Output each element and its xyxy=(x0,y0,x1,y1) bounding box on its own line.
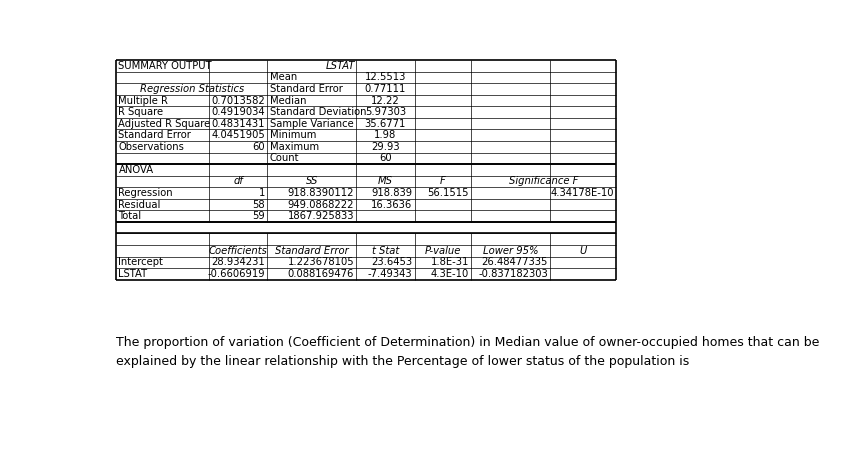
Text: The proportion of variation (Coefficient of Determination) in Median value of ow: The proportion of variation (Coefficient… xyxy=(116,336,819,349)
Text: 0.4919034: 0.4919034 xyxy=(212,107,265,117)
Text: R Square: R Square xyxy=(119,107,164,117)
Text: Coefficients: Coefficients xyxy=(209,246,268,256)
Text: Standard Error: Standard Error xyxy=(119,130,192,140)
Text: 56.1515: 56.1515 xyxy=(427,188,469,198)
Text: Lower 95%: Lower 95% xyxy=(483,246,538,256)
Text: 0.7013582: 0.7013582 xyxy=(212,95,265,106)
Text: Count: Count xyxy=(270,153,299,163)
Text: df: df xyxy=(233,176,243,186)
Text: 26.48477335: 26.48477335 xyxy=(481,257,548,267)
Text: -0.6606919: -0.6606919 xyxy=(207,269,265,279)
Text: -0.837182303: -0.837182303 xyxy=(478,269,548,279)
Text: MS: MS xyxy=(378,176,393,186)
Text: 918.839: 918.839 xyxy=(371,188,412,198)
Text: 0.77111: 0.77111 xyxy=(365,84,406,94)
Text: F: F xyxy=(440,176,446,186)
Text: 4.0451905: 4.0451905 xyxy=(212,130,265,140)
Text: 35.6771: 35.6771 xyxy=(365,119,406,129)
Text: SS: SS xyxy=(306,176,318,186)
Text: Sample Variance: Sample Variance xyxy=(270,119,354,129)
Text: 58: 58 xyxy=(252,199,265,210)
Text: 0.4831431: 0.4831431 xyxy=(212,119,265,129)
Text: 1.8E-31: 1.8E-31 xyxy=(430,257,469,267)
Text: U: U xyxy=(579,246,587,256)
Text: Minimum: Minimum xyxy=(270,130,316,140)
Text: 0.088169476: 0.088169476 xyxy=(288,269,354,279)
Text: LSTAT: LSTAT xyxy=(326,61,355,71)
Text: ANOVA: ANOVA xyxy=(119,165,153,175)
Text: Regression Statistics: Regression Statistics xyxy=(140,84,244,94)
Text: Standard Deviation: Standard Deviation xyxy=(270,107,366,117)
Text: Adjusted R Square: Adjusted R Square xyxy=(119,119,211,129)
Text: Regression: Regression xyxy=(119,188,173,198)
Text: -7.49343: -7.49343 xyxy=(368,269,412,279)
Text: 949.0868222: 949.0868222 xyxy=(288,199,354,210)
Text: explained by the linear relationship with the Percentage of lower status of the : explained by the linear relationship wit… xyxy=(116,356,689,369)
Text: Multiple R: Multiple R xyxy=(119,95,168,106)
Text: 1: 1 xyxy=(258,188,265,198)
Text: P-value: P-value xyxy=(425,246,461,256)
Text: 12.22: 12.22 xyxy=(371,95,400,106)
Text: Mean: Mean xyxy=(270,72,297,82)
Text: 60: 60 xyxy=(379,153,392,163)
Text: Residual: Residual xyxy=(119,199,160,210)
Text: Standard Error: Standard Error xyxy=(275,246,349,256)
Text: Observations: Observations xyxy=(119,142,185,152)
Text: Maximum: Maximum xyxy=(270,142,319,152)
Text: 1.98: 1.98 xyxy=(375,130,396,140)
Text: 1.223678105: 1.223678105 xyxy=(288,257,354,267)
Text: 29.93: 29.93 xyxy=(371,142,400,152)
Text: 1867.925833: 1867.925833 xyxy=(288,211,354,221)
Text: 23.6453: 23.6453 xyxy=(371,257,412,267)
Text: Total: Total xyxy=(119,211,141,221)
Text: 12.5513: 12.5513 xyxy=(365,72,406,82)
Text: 59: 59 xyxy=(252,211,265,221)
Text: LSTAT: LSTAT xyxy=(119,269,147,279)
Text: 60: 60 xyxy=(252,142,265,152)
Text: Intercept: Intercept xyxy=(119,257,163,267)
Text: SUMMARY OUTPUT: SUMMARY OUTPUT xyxy=(119,61,212,71)
Text: 5.97303: 5.97303 xyxy=(365,107,406,117)
Text: Median: Median xyxy=(270,95,306,106)
Text: 28.934231: 28.934231 xyxy=(212,257,265,267)
Text: 16.3636: 16.3636 xyxy=(371,199,412,210)
Text: 918.8390112: 918.8390112 xyxy=(288,188,354,198)
Text: Significance F: Significance F xyxy=(509,176,578,186)
Text: t Stat: t Stat xyxy=(372,246,399,256)
Text: 4.3E-10: 4.3E-10 xyxy=(431,269,469,279)
Text: 4.34178E-10: 4.34178E-10 xyxy=(551,188,614,198)
Text: Standard Error: Standard Error xyxy=(270,84,342,94)
